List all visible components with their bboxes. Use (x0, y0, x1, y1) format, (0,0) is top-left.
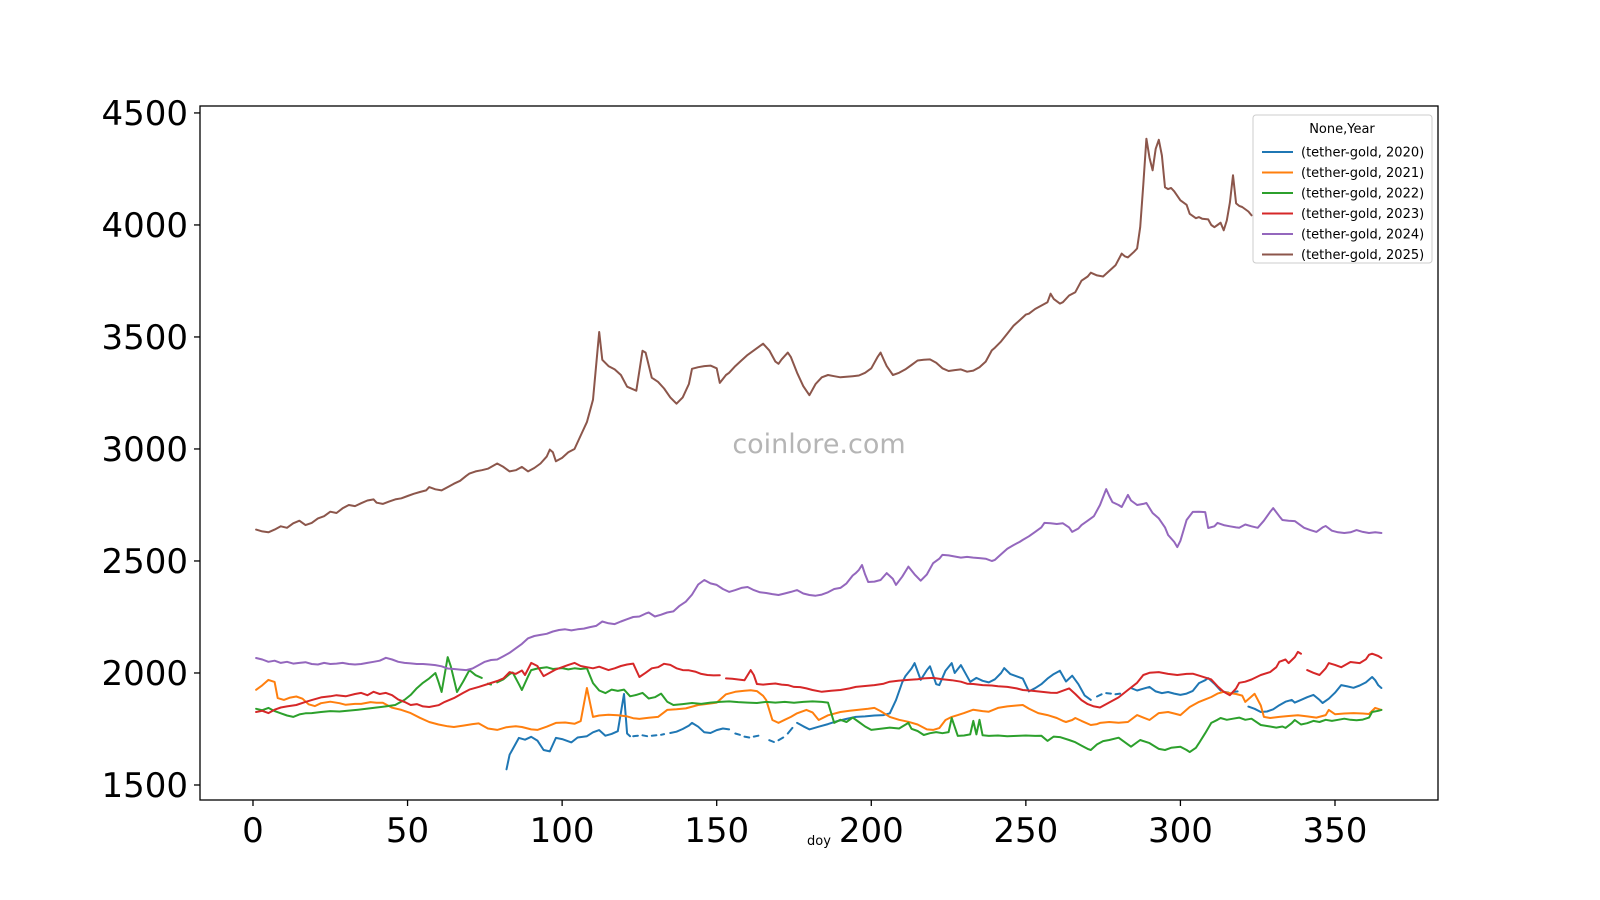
x-tick-label: 250 (993, 811, 1058, 851)
x-axis: 0 50 100 150 200 250 300 350 (242, 800, 1367, 851)
series-lines (255, 137, 1383, 771)
series-line-2022 (255, 656, 1383, 754)
y-axis: 1500 2000 2500 3000 3500 4000 4500 (101, 94, 200, 806)
y-tick-label: 2500 (101, 542, 188, 582)
series-line-2024 (255, 488, 1383, 672)
series-line-2023 (255, 650, 1383, 715)
x-tick-label: 200 (839, 811, 904, 851)
y-tick-label: 3000 (101, 430, 188, 470)
legend-label-2022: (tether-gold, 2022) (1301, 187, 1424, 202)
y-tick-label: 4000 (101, 206, 188, 246)
legend-box (1252, 114, 1433, 264)
x-tick-label: 0 (242, 811, 264, 851)
watermark: coinlore.com (732, 429, 905, 460)
x-tick-label: 300 (1148, 811, 1213, 851)
legend-label-2025: (tether-gold, 2025) (1301, 248, 1424, 263)
y-tick-label: 4500 (101, 94, 188, 134)
x-axis-label: doy (807, 834, 831, 849)
legend-label-2024: (tether-gold, 2024) (1301, 228, 1424, 243)
legend: None,Year (tether-gold, 2020) (tether-gol… (1252, 114, 1433, 264)
x-tick-label: 350 (1303, 811, 1368, 851)
y-tick-label: 3500 (101, 318, 188, 358)
y-tick-label: 1500 (101, 766, 188, 806)
legend-label-2023: (tether-gold, 2023) (1301, 207, 1424, 222)
series-line-2025 (255, 137, 1253, 534)
x-tick-label: 100 (530, 811, 595, 851)
plot-area (199, 105, 1439, 801)
x-tick-label: 150 (684, 811, 749, 851)
legend-label-2020: (tether-gold, 2020) (1301, 146, 1424, 161)
legend-title: None,Year (1309, 122, 1375, 137)
y-tick-label: 2000 (101, 654, 188, 694)
series-line-2021 (255, 678, 1383, 731)
legend-label-2021: (tether-gold, 2021) (1301, 166, 1424, 181)
x-tick-label: 50 (386, 811, 429, 851)
